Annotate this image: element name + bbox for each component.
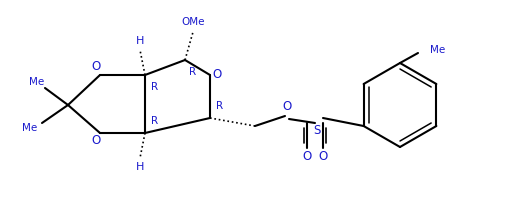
Text: R: R (190, 67, 196, 77)
Text: O: O (319, 149, 328, 163)
Text: R: R (217, 101, 224, 111)
Text: R: R (151, 116, 159, 126)
Text: Me: Me (430, 45, 446, 55)
Text: H: H (136, 36, 144, 46)
Text: O: O (212, 68, 221, 81)
Text: Me: Me (22, 123, 38, 133)
Text: S: S (313, 124, 321, 138)
Text: O: O (91, 134, 101, 147)
Text: Me: Me (29, 77, 45, 87)
Text: O: O (302, 149, 312, 163)
Text: OMe: OMe (181, 17, 205, 27)
Text: H: H (136, 162, 144, 172)
Text: O: O (282, 101, 292, 114)
Text: R: R (151, 82, 159, 92)
Text: O: O (91, 60, 101, 72)
